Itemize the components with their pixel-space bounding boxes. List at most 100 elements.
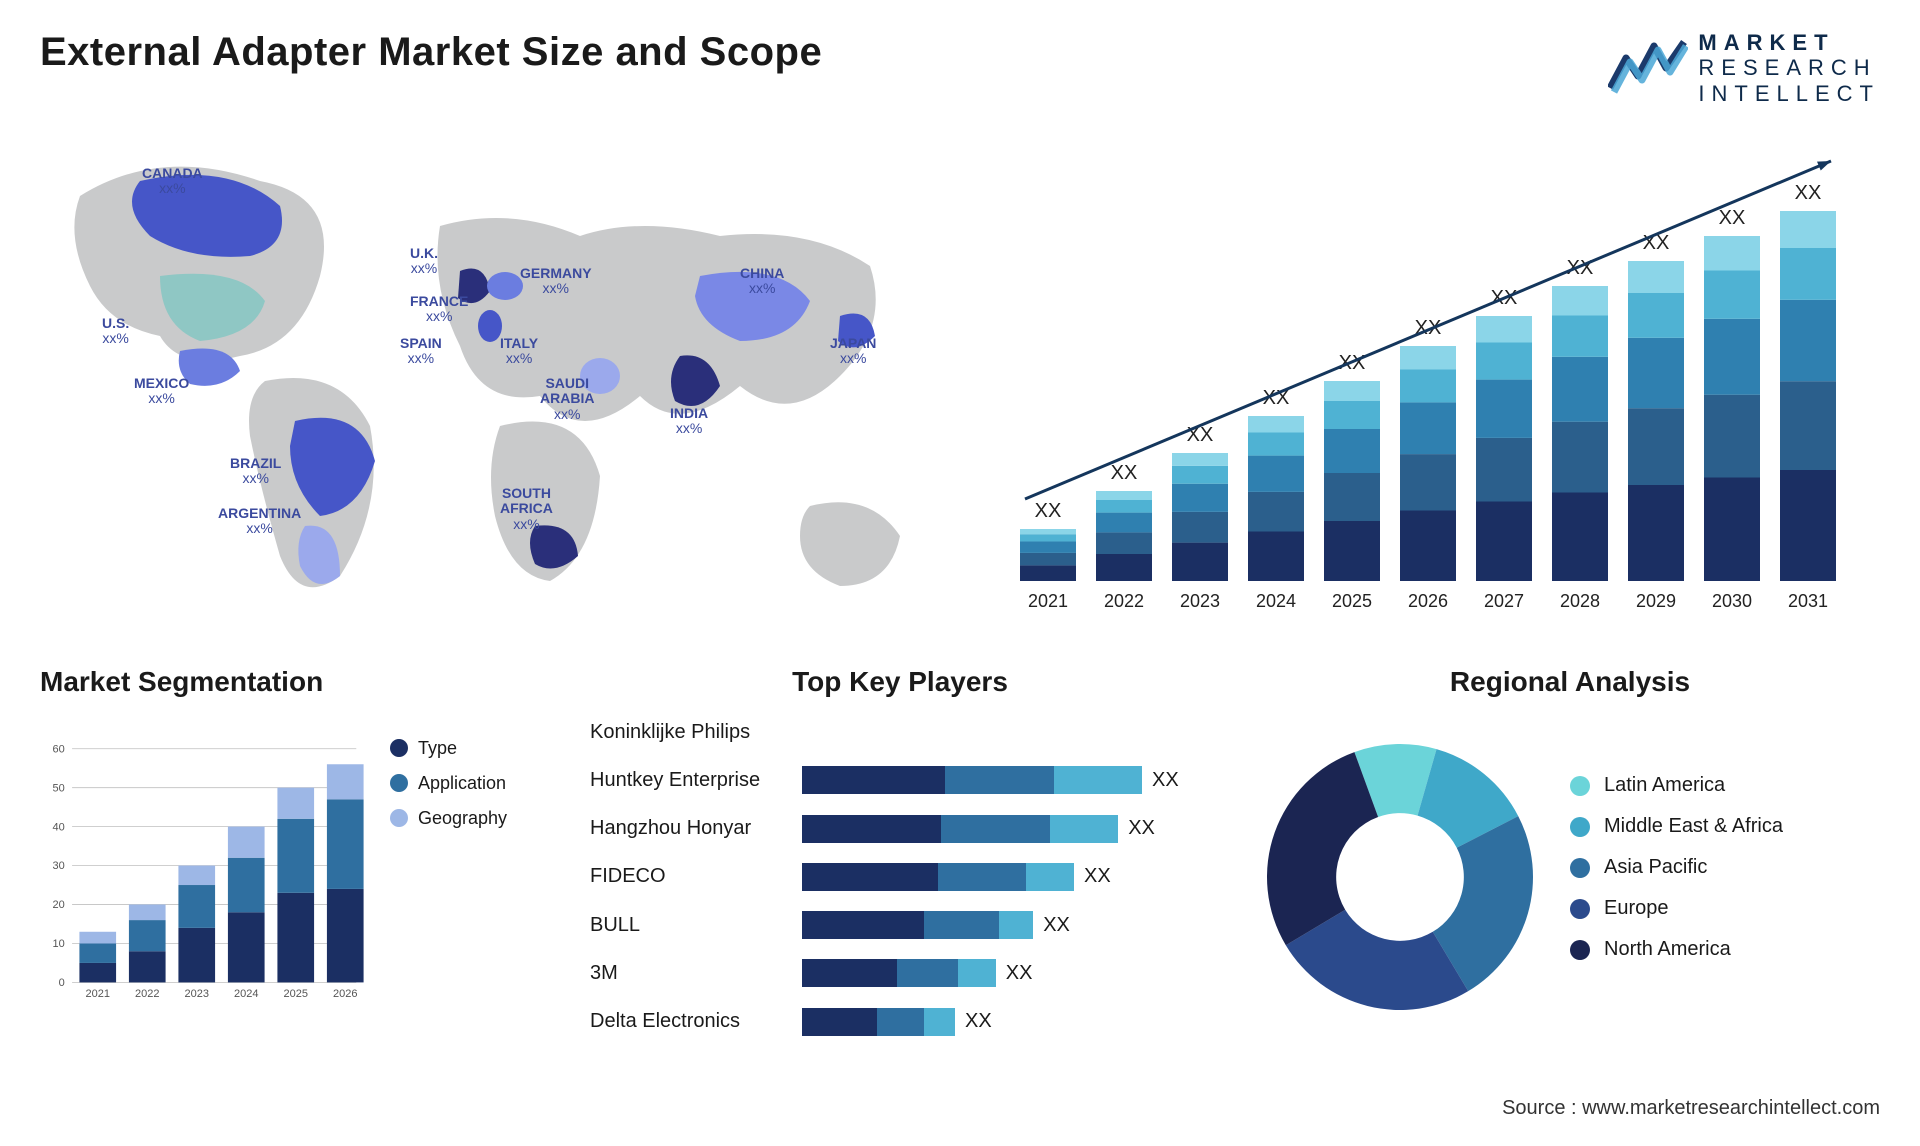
svg-text:2024: 2024 xyxy=(1256,591,1296,611)
svg-text:2029: 2029 xyxy=(1636,591,1676,611)
legend-swatch-icon xyxy=(1570,776,1590,796)
legend-swatch-icon xyxy=(390,809,408,827)
svg-text:XX: XX xyxy=(1795,182,1822,204)
logo-mark-icon xyxy=(1608,38,1688,98)
map-label: SPAINxx% xyxy=(400,336,442,367)
header: External Adapter Market Size and Scope M… xyxy=(40,30,1880,106)
svg-text:2025: 2025 xyxy=(1332,591,1372,611)
growth-chart: XX 2021 XX 2022 XX 2023 XX 2024 XX 2025 XX 2026 XX 20… xyxy=(980,126,1880,626)
svg-text:2031: 2031 xyxy=(1788,591,1828,611)
legend-item: North America xyxy=(1570,938,1880,961)
svg-text:50: 50 xyxy=(53,782,65,794)
legend-item: Application xyxy=(390,773,540,794)
map-label: BRAZILxx% xyxy=(230,456,281,487)
svg-text:40: 40 xyxy=(53,821,65,833)
legend-item: Asia Pacific xyxy=(1570,856,1880,879)
legend-label: Latin America xyxy=(1604,774,1725,797)
svg-text:XX: XX xyxy=(1567,257,1594,279)
segmentation-title: Market Segmentation xyxy=(40,666,540,698)
regional-legend: Latin America Middle East & Africa Asia Pa… xyxy=(1570,774,1880,979)
player-row: BULL XX xyxy=(590,907,1210,943)
map-label: U.K.xx% xyxy=(410,246,438,277)
player-row: Hangzhou Honyar XX xyxy=(590,811,1210,847)
svg-text:30: 30 xyxy=(53,860,65,872)
player-bar xyxy=(802,863,1074,891)
player-row: FIDECOXX xyxy=(590,859,1210,895)
player-value: XX xyxy=(1006,962,1033,985)
player-name: Huntkey Enterprise xyxy=(590,769,790,792)
player-bar xyxy=(802,1008,955,1036)
player-bar xyxy=(802,911,1033,939)
segmentation-legend: Type Application Geography xyxy=(390,708,540,1046)
svg-text:2030: 2030 xyxy=(1712,591,1752,611)
growth-chart-svg: XX 2021 XX 2022 XX 2023 XX 2024 XX 2025 XX 2026 XX 20… xyxy=(980,126,1880,626)
legend-item: Latin America xyxy=(1570,774,1880,797)
map-label: FRANCExx% xyxy=(410,294,468,325)
map-label: JAPANxx% xyxy=(830,336,876,367)
player-value: XX xyxy=(1128,817,1155,840)
legend-swatch-icon xyxy=(1570,899,1590,919)
map-label: INDIAxx% xyxy=(670,406,708,437)
legend-label: Middle East & Africa xyxy=(1604,815,1783,838)
map-label: GERMANYxx% xyxy=(520,266,592,297)
svg-text:2022: 2022 xyxy=(135,988,159,1000)
player-value: XX xyxy=(1043,914,1070,937)
svg-text:XX: XX xyxy=(1415,317,1442,339)
player-name: 3M xyxy=(590,962,790,985)
svg-text:2021: 2021 xyxy=(86,988,110,1000)
svg-text:2024: 2024 xyxy=(234,988,258,1000)
top-row: CANADAxx%U.S.xx%MEXICOxx%BRAZILxx%ARGENT… xyxy=(40,126,1880,626)
donut-chart-svg xyxy=(1260,737,1540,1017)
world-map-panel: CANADAxx%U.S.xx%MEXICOxx%BRAZILxx%ARGENT… xyxy=(40,126,940,626)
legend-label: North America xyxy=(1604,938,1731,961)
map-label: SOUTHAFRICAxx% xyxy=(500,486,553,532)
page-title: External Adapter Market Size and Scope xyxy=(40,30,822,75)
bottom-row: Market Segmentation 01020304050602021202… xyxy=(40,666,1880,1046)
legend-swatch-icon xyxy=(390,774,408,792)
player-value: XX xyxy=(965,1010,992,1033)
legend-label: Application xyxy=(418,773,506,794)
legend-label: Geography xyxy=(418,808,507,829)
player-row: Koninklijke Philips xyxy=(590,714,1210,750)
legend-swatch-icon xyxy=(390,739,408,757)
svg-text:2027: 2027 xyxy=(1484,591,1524,611)
svg-text:XX: XX xyxy=(1111,462,1138,484)
source-text: Source : www.marketresearchintellect.com xyxy=(1502,1097,1880,1120)
map-label: CHINAxx% xyxy=(740,266,784,297)
svg-text:20: 20 xyxy=(53,899,65,911)
svg-text:XX: XX xyxy=(1187,424,1214,446)
regional-title: Regional Analysis xyxy=(1260,666,1880,698)
segmentation-panel: Market Segmentation 01020304050602021202… xyxy=(40,666,540,1046)
legend-swatch-icon xyxy=(1570,940,1590,960)
svg-text:2025: 2025 xyxy=(284,988,308,1000)
player-row: 3M XX xyxy=(590,955,1210,991)
player-name: Hangzhou Honyar xyxy=(590,817,790,840)
svg-text:2022: 2022 xyxy=(1104,591,1144,611)
svg-text:10: 10 xyxy=(53,938,65,950)
logo-text: MARKET RESEARCH INTELLECT xyxy=(1698,30,1880,106)
player-row: Delta Electronics XX xyxy=(590,1004,1210,1040)
player-bar xyxy=(802,766,1142,794)
player-name: Delta Electronics xyxy=(590,1010,790,1033)
brand-logo: MARKET RESEARCH INTELLECT xyxy=(1608,30,1880,106)
svg-text:XX: XX xyxy=(1719,207,1746,229)
svg-text:2021: 2021 xyxy=(1028,591,1068,611)
segmentation-chart-svg: 0102030405060202120222023202420252026 xyxy=(40,708,370,1046)
legend-label: Asia Pacific xyxy=(1604,856,1707,879)
map-label: MEXICOxx% xyxy=(134,376,189,407)
legend-swatch-icon xyxy=(1570,817,1590,837)
svg-text:2026: 2026 xyxy=(1408,591,1448,611)
legend-item: Type xyxy=(390,738,540,759)
svg-text:2023: 2023 xyxy=(185,988,209,1000)
segmentation-chart: 0102030405060202120222023202420252026 xyxy=(40,708,370,1046)
players-title: Top Key Players xyxy=(590,666,1210,698)
svg-text:0: 0 xyxy=(59,977,65,989)
player-bar xyxy=(802,959,996,987)
regional-panel: Regional Analysis Latin America Middle Ea… xyxy=(1260,666,1880,1046)
map-label: U.S.xx% xyxy=(102,316,129,347)
player-bar xyxy=(802,815,1118,843)
player-row: Huntkey EnterpriseXX xyxy=(590,762,1210,798)
svg-text:XX: XX xyxy=(1035,500,1062,522)
svg-text:2023: 2023 xyxy=(1180,591,1220,611)
player-name: BULL xyxy=(590,914,790,937)
